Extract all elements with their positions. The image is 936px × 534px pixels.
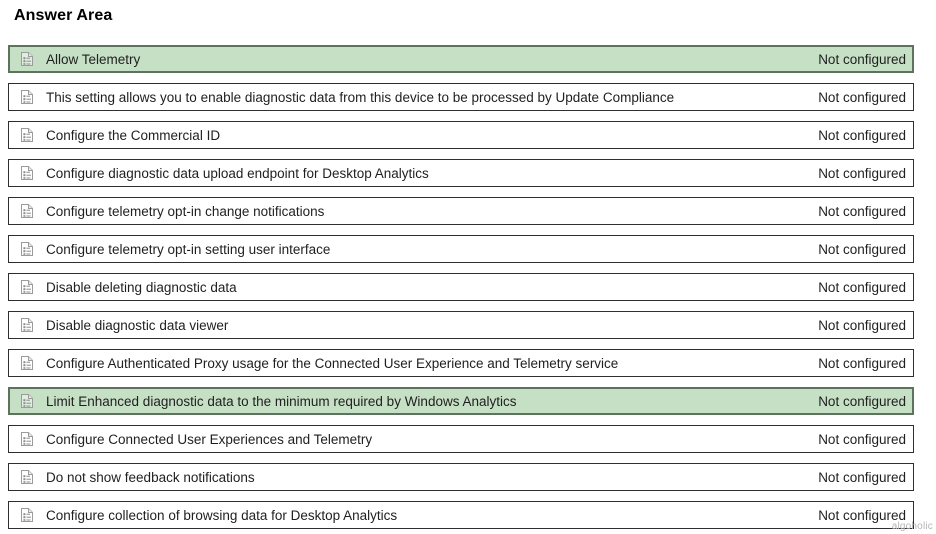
policy-setting-icon xyxy=(20,203,34,219)
setting-row-6[interactable]: Disable deleting diagnostic data Not con… xyxy=(8,273,914,301)
policy-setting-icon xyxy=(20,279,34,295)
setting-row-12[interactable]: Configure collection of browsing data fo… xyxy=(8,501,914,529)
setting-row-7[interactable]: Disable diagnostic data viewer Not confi… xyxy=(8,311,914,339)
setting-status: Not configured xyxy=(818,51,906,67)
setting-label: Configure diagnostic data upload endpoin… xyxy=(46,165,429,181)
setting-label: Limit Enhanced diagnostic data to the mi… xyxy=(46,393,517,409)
setting-label: Allow Telemetry xyxy=(46,51,141,67)
setting-row-4[interactable]: Configure telemetry opt-in change notifi… xyxy=(8,197,914,225)
setting-label: Configure telemetry opt-in change notifi… xyxy=(46,203,325,219)
watermark: algoholic xyxy=(891,521,933,532)
policy-setting-icon xyxy=(20,165,34,181)
setting-status: Not configured xyxy=(818,355,906,371)
policy-setting-icon xyxy=(20,355,34,371)
setting-status: Not configured xyxy=(818,469,906,485)
setting-label: Configure Connected User Experiences and… xyxy=(46,431,373,447)
setting-row-5[interactable]: Configure telemetry opt-in setting user … xyxy=(8,235,914,263)
setting-label: Configure collection of browsing data fo… xyxy=(46,507,398,523)
setting-label: Configure the Commercial ID xyxy=(46,127,221,143)
policy-setting-icon xyxy=(20,89,34,105)
setting-label: Disable diagnostic data viewer xyxy=(46,317,229,333)
setting-label: This setting allows you to enable diagno… xyxy=(46,89,675,105)
setting-row-3[interactable]: Configure diagnostic data upload endpoin… xyxy=(8,159,914,187)
setting-label: Disable deleting diagnostic data xyxy=(46,279,237,295)
page-title: Answer Area xyxy=(14,7,113,24)
settings-list: Allow Telemetry Not configured This sett… xyxy=(0,45,936,529)
setting-status: Not configured xyxy=(818,203,906,219)
setting-row-1[interactable]: This setting allows you to enable diagno… xyxy=(8,83,914,111)
policy-setting-icon xyxy=(20,127,34,143)
setting-row-9[interactable]: Limit Enhanced diagnostic data to the mi… xyxy=(8,387,914,415)
setting-status: Not configured xyxy=(818,165,906,181)
policy-setting-icon xyxy=(20,393,34,409)
policy-setting-icon xyxy=(20,507,34,523)
policy-setting-icon xyxy=(20,317,34,333)
setting-status: Not configured xyxy=(818,89,906,105)
setting-label: Do not show feedback notifications xyxy=(46,469,255,485)
setting-row-2[interactable]: Configure the Commercial ID Not configur… xyxy=(8,121,914,149)
setting-label: Configure Authenticated Proxy usage for … xyxy=(46,355,619,371)
setting-row-0[interactable]: Allow Telemetry Not configured xyxy=(8,45,914,73)
policy-setting-icon xyxy=(20,469,34,485)
policy-setting-icon xyxy=(20,241,34,257)
policy-setting-icon xyxy=(20,51,34,67)
setting-status: Not configured xyxy=(818,317,906,333)
setting-status: Not configured xyxy=(818,127,906,143)
setting-status: Not configured xyxy=(818,241,906,257)
setting-status: Not configured xyxy=(818,393,906,409)
policy-setting-icon xyxy=(20,431,34,447)
setting-row-8[interactable]: Configure Authenticated Proxy usage for … xyxy=(8,349,914,377)
setting-label: Configure telemetry opt-in setting user … xyxy=(46,241,331,257)
setting-status: Not configured xyxy=(818,507,906,523)
setting-status: Not configured xyxy=(818,431,906,447)
setting-status: Not configured xyxy=(818,279,906,295)
setting-row-10[interactable]: Configure Connected User Experiences and… xyxy=(8,425,914,453)
setting-row-11[interactable]: Do not show feedback notifications Not c… xyxy=(8,463,914,491)
